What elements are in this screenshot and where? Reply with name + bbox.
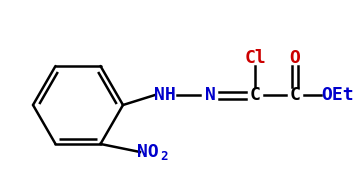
Text: NH: NH bbox=[154, 86, 176, 104]
Text: Cl: Cl bbox=[244, 49, 266, 67]
Text: O: O bbox=[290, 49, 301, 67]
Text: NO: NO bbox=[137, 143, 159, 161]
Text: OEt: OEt bbox=[322, 86, 354, 104]
Text: N: N bbox=[205, 86, 215, 104]
Text: C: C bbox=[250, 86, 260, 104]
Text: C: C bbox=[290, 86, 301, 104]
Text: 2: 2 bbox=[160, 151, 168, 163]
